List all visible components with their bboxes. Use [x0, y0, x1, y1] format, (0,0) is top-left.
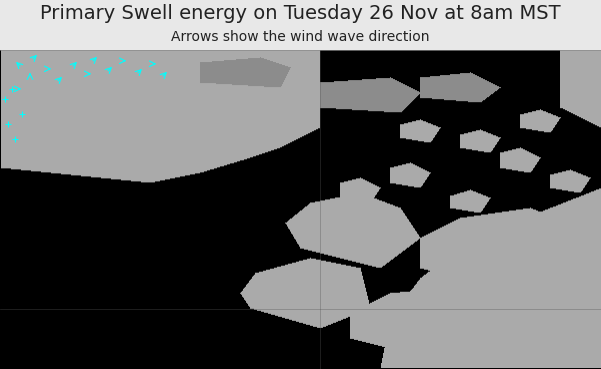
Text: Primary Swell energy on Tuesday 26 Nov at 8am MST: Primary Swell energy on Tuesday 26 Nov a… [40, 4, 561, 24]
Text: Arrows show the wind wave direction: Arrows show the wind wave direction [171, 30, 430, 44]
